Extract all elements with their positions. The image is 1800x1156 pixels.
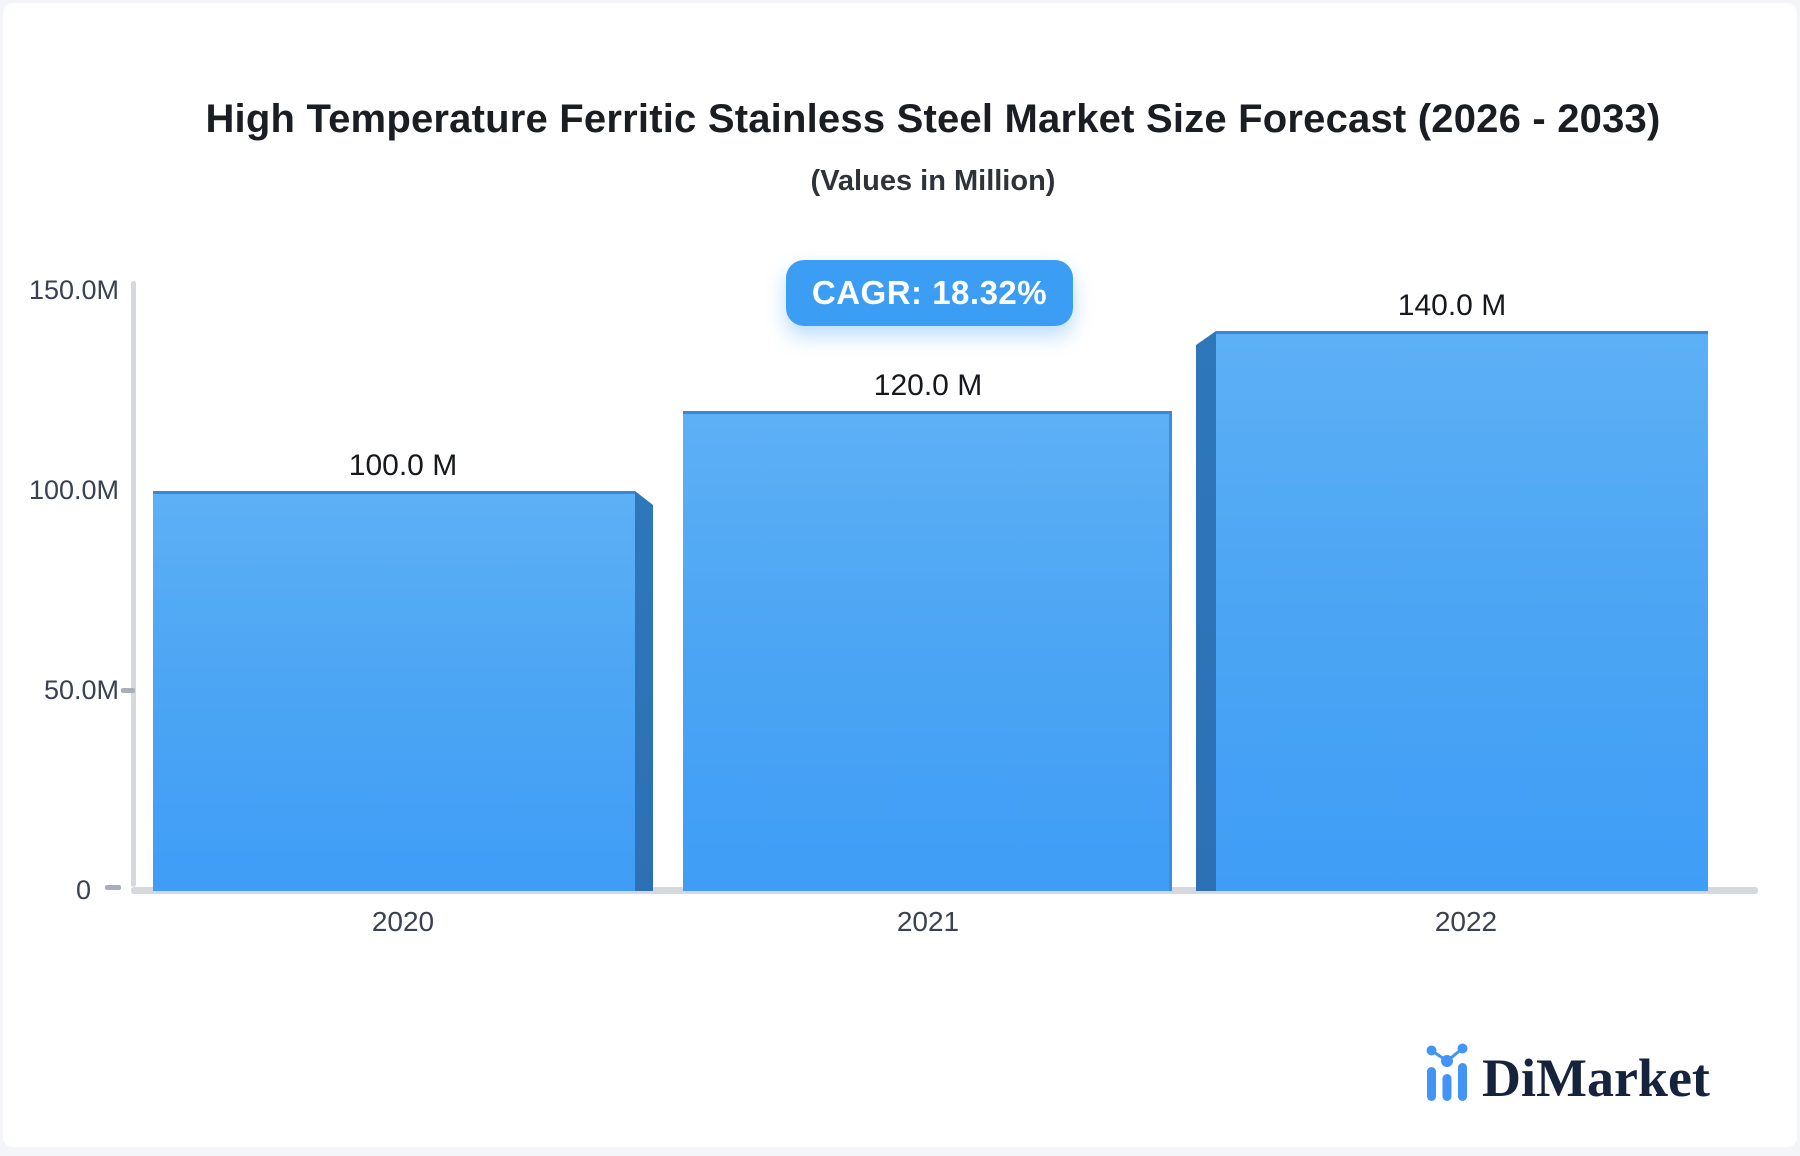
- x-axis-label-2020: 2020: [371, 906, 435, 937]
- chart-title: High Temperature Ferritic Stainless Stee…: [205, 97, 1661, 141]
- bar-chart-logo-icon: [1426, 1043, 1468, 1101]
- bar-3d-side-2020: [635, 491, 653, 891]
- bar-3d-side-2022: [1196, 331, 1216, 891]
- cagr-badge: CAGR: 18.32%: [786, 260, 1073, 326]
- x-axis-label-2022: 2022: [1434, 906, 1498, 937]
- brand-logo-text: DiMarket: [1482, 1048, 1710, 1109]
- y-tick-label-50: 50.0M: [43, 675, 119, 705]
- y-tick-label-0: 0: [75, 875, 91, 905]
- chart-subtitle: (Values in Million): [810, 165, 1056, 197]
- y-tick-dash-0: [105, 885, 121, 890]
- y-tick-label-150: 150.0M: [28, 275, 119, 305]
- y-tick-label-100: 100.0M: [28, 475, 119, 505]
- y-axis-line: [131, 281, 136, 887]
- chart-card: High Temperature Ferritic Stainless Stee…: [3, 3, 1797, 1147]
- bar-value-label: 100.0 M: [348, 449, 458, 482]
- brand-logo: DiMarket: [1424, 1043, 1710, 1109]
- bar-2020: [153, 491, 635, 891]
- bar-2022: [1216, 331, 1708, 891]
- bar-2021: [683, 411, 1172, 891]
- bar-chart: High Temperature Ferritic Stainless Stee…: [3, 3, 1797, 1147]
- bar-value-label: 140.0 M: [1397, 289, 1507, 322]
- bar-value-label: 120.0 M: [873, 369, 983, 402]
- x-axis-label-2021: 2021: [896, 906, 960, 937]
- y-tick-dash-50: [121, 688, 135, 693]
